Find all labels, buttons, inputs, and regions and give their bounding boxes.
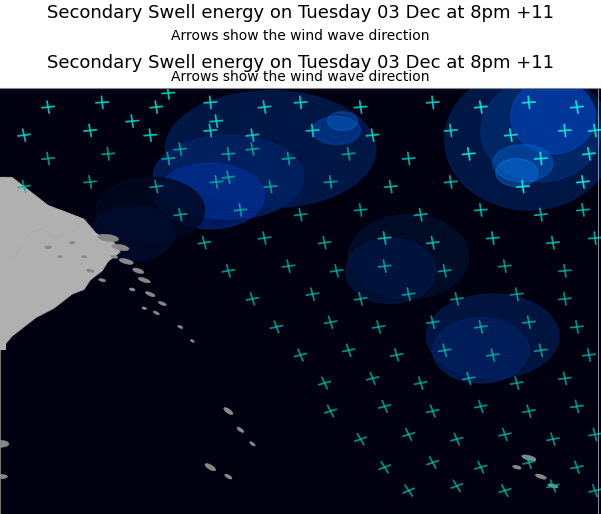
Ellipse shape — [90, 205, 174, 262]
Ellipse shape — [511, 79, 595, 154]
Ellipse shape — [0, 474, 7, 479]
Ellipse shape — [224, 408, 233, 415]
Ellipse shape — [156, 163, 264, 229]
Ellipse shape — [153, 135, 304, 219]
Ellipse shape — [522, 455, 536, 461]
Ellipse shape — [145, 291, 155, 297]
Ellipse shape — [142, 307, 147, 309]
Ellipse shape — [0, 440, 9, 447]
Ellipse shape — [205, 464, 216, 471]
Ellipse shape — [69, 241, 75, 244]
Ellipse shape — [58, 255, 63, 258]
Ellipse shape — [44, 246, 52, 249]
Text: Arrows show the wind wave direction: Arrows show the wind wave direction — [171, 70, 430, 84]
Text: Secondary Swell energy on Tuesday 03 Dec at 8pm +11: Secondary Swell energy on Tuesday 03 Dec… — [47, 53, 554, 71]
Ellipse shape — [138, 278, 150, 283]
Ellipse shape — [158, 301, 166, 306]
Ellipse shape — [433, 318, 529, 383]
Ellipse shape — [493, 144, 553, 182]
Ellipse shape — [249, 442, 255, 446]
Ellipse shape — [496, 158, 538, 187]
Text: Secondary Swell energy on Tuesday 03 Dec at 8pm +11: Secondary Swell energy on Tuesday 03 Dec… — [47, 4, 554, 22]
Ellipse shape — [427, 294, 559, 378]
Polygon shape — [0, 210, 120, 514]
Ellipse shape — [328, 112, 358, 131]
Ellipse shape — [191, 340, 194, 342]
Ellipse shape — [133, 268, 144, 273]
Ellipse shape — [346, 238, 436, 303]
Ellipse shape — [349, 215, 469, 299]
Ellipse shape — [548, 484, 558, 488]
Ellipse shape — [513, 465, 521, 469]
Ellipse shape — [535, 474, 546, 479]
Ellipse shape — [165, 90, 376, 208]
Polygon shape — [0, 177, 6, 351]
Ellipse shape — [481, 79, 601, 182]
Ellipse shape — [111, 244, 129, 251]
Ellipse shape — [178, 325, 183, 328]
Ellipse shape — [445, 69, 601, 210]
Ellipse shape — [153, 311, 159, 315]
Ellipse shape — [129, 288, 135, 291]
Text: Arrows show the wind wave direction: Arrows show the wind wave direction — [171, 29, 430, 43]
Ellipse shape — [98, 234, 118, 242]
FancyBboxPatch shape — [0, 46, 601, 88]
Ellipse shape — [237, 427, 244, 432]
Ellipse shape — [111, 255, 118, 258]
Ellipse shape — [313, 117, 361, 144]
Ellipse shape — [81, 255, 87, 258]
Ellipse shape — [96, 177, 204, 243]
Ellipse shape — [225, 474, 232, 479]
Ellipse shape — [86, 269, 94, 272]
Ellipse shape — [99, 279, 106, 282]
Ellipse shape — [119, 259, 133, 264]
Polygon shape — [0, 177, 84, 271]
